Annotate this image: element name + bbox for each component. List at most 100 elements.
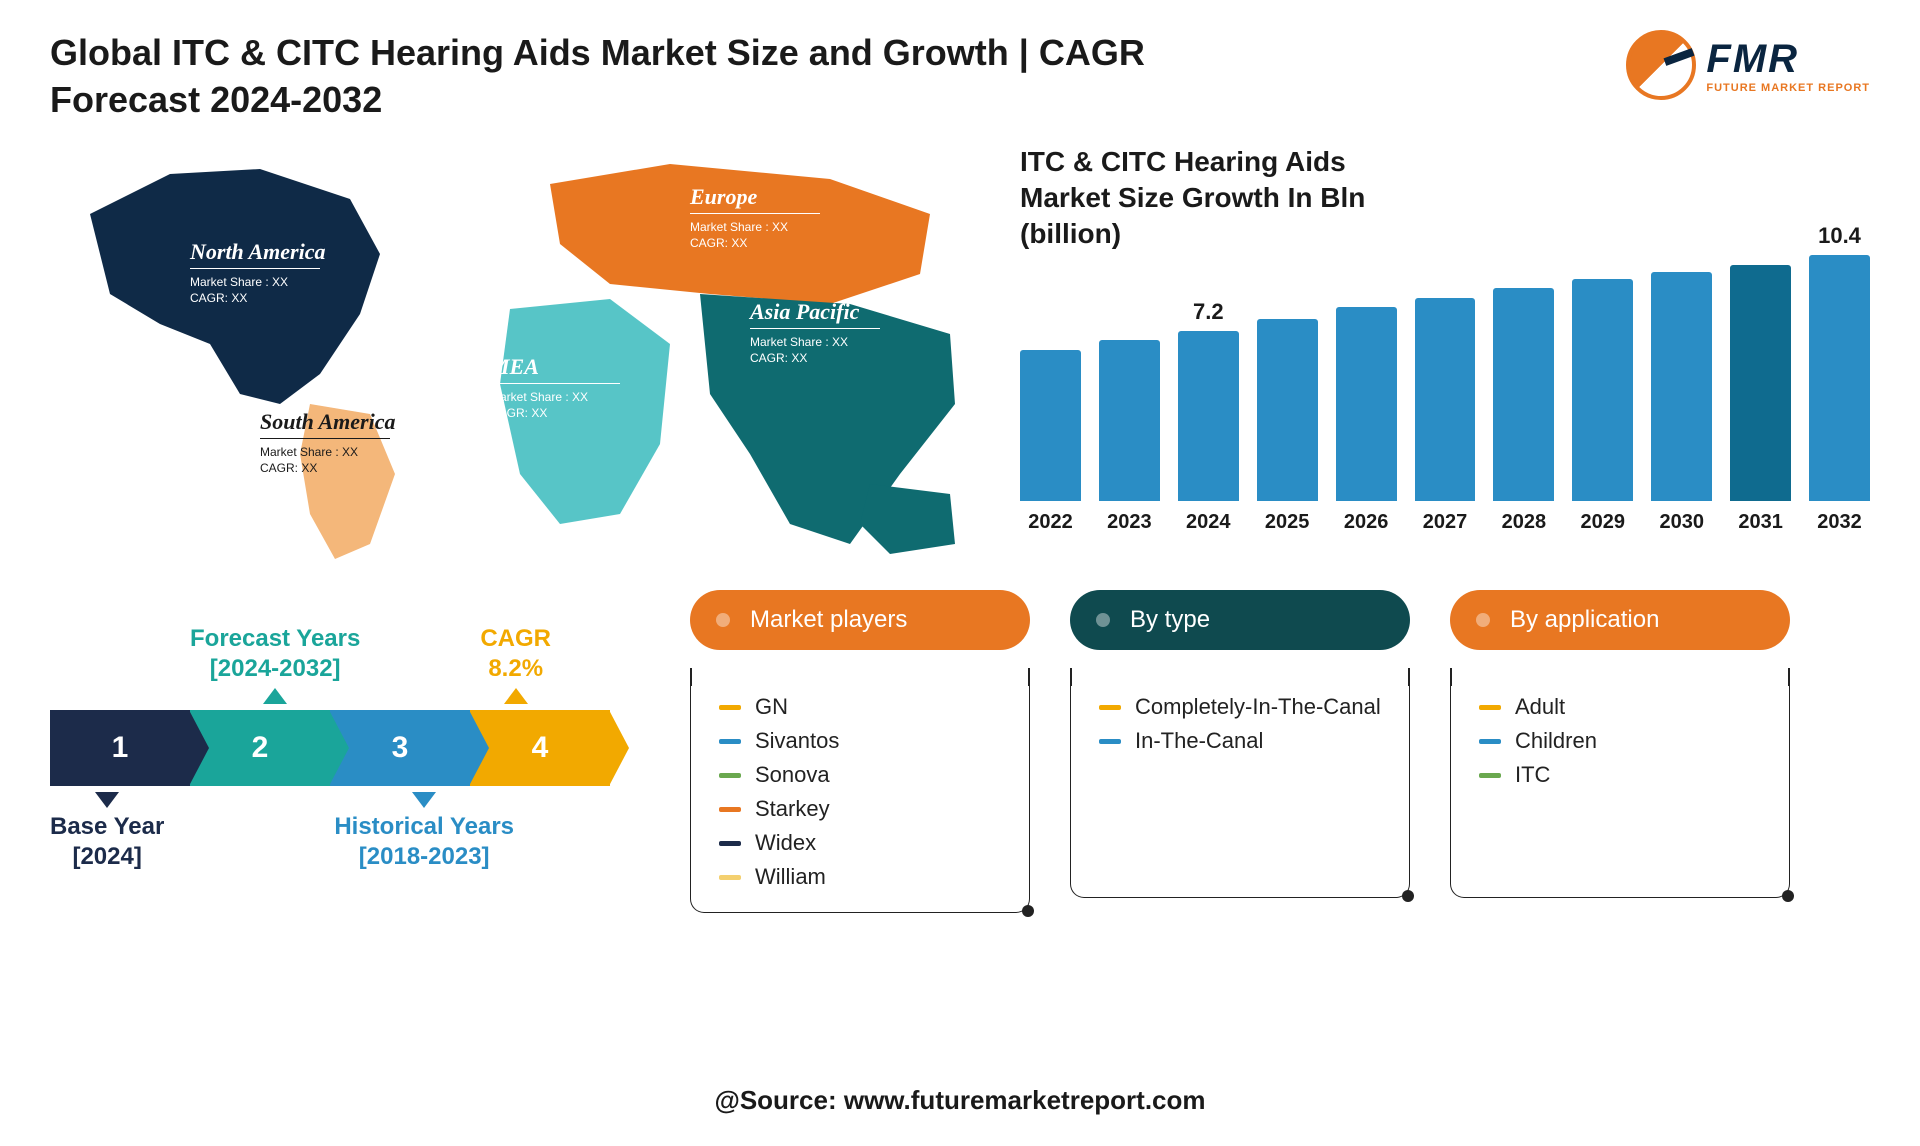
bar-group: 10.4 2032	[1809, 223, 1870, 534]
arrow-up-icon	[263, 688, 287, 704]
region-mea-label: MEA Market Share : XX CAGR: XX	[490, 354, 620, 423]
bar-value: 7.2	[1193, 299, 1224, 325]
bar	[1415, 298, 1476, 501]
fmr-logo-icon	[1626, 30, 1696, 100]
tl-cagr-label: CAGR 8.2%	[480, 624, 551, 704]
bar-group: 2025	[1257, 287, 1318, 534]
color-swatch	[719, 875, 741, 880]
list-item: Sivantos	[719, 724, 1001, 758]
list-item: Completely-In-The-Canal	[1099, 690, 1381, 724]
list-players: GN Sivantos Sonova Starkey Widex William	[719, 690, 1001, 894]
chevron-right-icon	[329, 710, 349, 786]
color-swatch	[719, 773, 741, 778]
list-item: ITC	[1479, 758, 1761, 792]
list-item: Children	[1479, 724, 1761, 758]
chevron-right-icon	[189, 710, 209, 786]
list-types: Completely-In-The-Canal In-The-Canal	[1099, 690, 1381, 758]
list-item-label: GN	[755, 694, 788, 720]
bar-label: 2031	[1738, 511, 1783, 534]
pill-by-type: By type	[1070, 590, 1410, 650]
color-swatch	[719, 705, 741, 710]
bar	[1572, 279, 1633, 501]
timeline-segment: 4	[470, 710, 610, 786]
market-size-chart: ITC & CITC Hearing Aids Market Size Grow…	[1020, 144, 1870, 564]
bar-label: 2032	[1817, 511, 1862, 534]
bar	[1336, 307, 1397, 501]
bar-label: 2022	[1028, 511, 1073, 534]
fmr-logo: FMR FUTURE MARKET REPORT	[1626, 30, 1870, 100]
list-item-label: ITC	[1515, 762, 1550, 788]
bar	[1099, 340, 1160, 501]
bar-group: 2027	[1415, 266, 1476, 534]
color-swatch	[1099, 705, 1121, 710]
bar-label: 2030	[1659, 511, 1704, 534]
pill-by-application: By application	[1450, 590, 1790, 650]
timeline-segment: 1	[50, 710, 190, 786]
bar	[1809, 255, 1870, 501]
bar	[1178, 331, 1239, 501]
region-ap-label: Asia Pacific Market Share : XX CAGR: XX	[750, 299, 880, 368]
timeline-bar: 1234	[50, 710, 610, 786]
tl-forecast-label: Forecast Years [2024-2032]	[190, 624, 360, 704]
map-australia	[860, 484, 955, 554]
region-eu-label: Europe Market Share : XX CAGR: XX	[690, 184, 820, 253]
chart-bars: 202220237.220242025202620272028202920302…	[1020, 174, 1870, 534]
bar-value: 10.4	[1818, 223, 1861, 249]
list-item: Widex	[719, 826, 1001, 860]
bar-group: 2031	[1730, 233, 1791, 534]
cat-by-application: By application Adult Children ITC	[1450, 590, 1790, 913]
list-item: William	[719, 860, 1001, 894]
list-item-label: Sonova	[755, 762, 830, 788]
page-title: Global ITC & CITC Hearing Aids Market Si…	[50, 30, 1250, 124]
list-item: In-The-Canal	[1099, 724, 1381, 758]
color-swatch	[719, 807, 741, 812]
list-item-label: Starkey	[755, 796, 830, 822]
bar-label: 2023	[1107, 511, 1152, 534]
color-swatch	[1479, 773, 1501, 778]
bar	[1651, 272, 1712, 501]
list-item: Adult	[1479, 690, 1761, 724]
list-item-label: Completely-In-The-Canal	[1135, 694, 1381, 720]
color-swatch	[1099, 739, 1121, 744]
world-map: North America Market Share : XX CAGR: XX…	[50, 144, 980, 564]
list-item: GN	[719, 690, 1001, 724]
color-swatch	[1479, 705, 1501, 710]
list-item-label: In-The-Canal	[1135, 728, 1263, 754]
arrow-down-icon	[412, 792, 436, 808]
list-item-label: Adult	[1515, 694, 1565, 720]
timeline-segment: 2	[190, 710, 330, 786]
list-item: Starkey	[719, 792, 1001, 826]
tl-baseyear-label: Base Year [2024]	[50, 792, 164, 872]
bar-label: 2027	[1423, 511, 1468, 534]
bar	[1493, 288, 1554, 501]
list-item-label: William	[755, 864, 826, 890]
logo-main-text: FMR	[1706, 37, 1870, 82]
cat-market-players: Market players GNSivantosSonovaStarkeyWi…	[690, 590, 1030, 913]
bar-group: 2022	[1020, 318, 1081, 534]
bar	[1730, 265, 1791, 501]
color-swatch	[719, 841, 741, 846]
bar-label: 2029	[1581, 511, 1626, 534]
color-swatch	[719, 739, 741, 744]
bar-label: 2024	[1186, 511, 1231, 534]
category-panels: Market players GNSivantosSonovaStarkeyWi…	[690, 590, 1790, 913]
arrow-down-icon	[95, 792, 119, 808]
cat-by-type: By type Completely-In-The-Canal In-The-Ca…	[1070, 590, 1410, 913]
list-item-label: Sivantos	[755, 728, 839, 754]
bar-group: 7.2 2024	[1178, 299, 1239, 534]
bar-group: 2028	[1493, 256, 1554, 534]
bar-group: 2029	[1572, 247, 1633, 534]
color-swatch	[1479, 739, 1501, 744]
list-item-label: Children	[1515, 728, 1597, 754]
list-item: Sonova	[719, 758, 1001, 792]
bar	[1020, 350, 1081, 501]
source-attribution: @Source: www.futuremarketreport.com	[0, 1085, 1920, 1116]
bar-label: 2028	[1502, 511, 1547, 534]
region-na-label: North America Market Share : XX CAGR: XX	[190, 239, 325, 308]
bar-group: 2030	[1651, 240, 1712, 534]
logo-sub-text: FUTURE MARKET REPORT	[1706, 82, 1870, 94]
timeline-segment: 3	[330, 710, 470, 786]
arrow-up-icon	[504, 688, 528, 704]
tl-historical-label: Historical Years [2018-2023]	[334, 792, 514, 872]
chevron-right-icon	[609, 710, 629, 786]
